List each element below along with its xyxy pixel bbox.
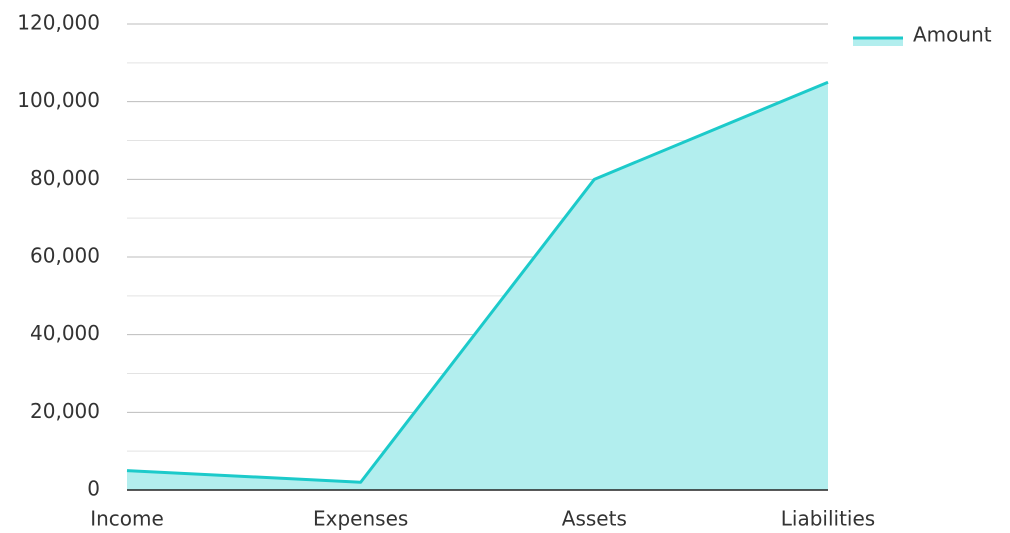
y-tick-label: 0	[87, 477, 100, 501]
y-tick-label: 60,000	[30, 244, 100, 268]
y-tick-label: 40,000	[30, 321, 100, 345]
legend-label: Amount	[913, 23, 992, 47]
line	[126, 80, 829, 484]
y-tick-label: 80,000	[30, 166, 100, 190]
area	[127, 82, 828, 490]
y-tick-label: 120,000	[17, 11, 100, 35]
y-tick-label: 100,000	[17, 88, 100, 112]
x-tick-label: Expenses	[313, 507, 408, 531]
y-tick-label: 20,000	[30, 399, 100, 423]
x-tick-label: Income	[90, 507, 164, 531]
legend-swatch	[853, 38, 903, 46]
x-tick-label: Assets	[562, 507, 627, 531]
x-tick-label: Liabilities	[781, 507, 875, 531]
